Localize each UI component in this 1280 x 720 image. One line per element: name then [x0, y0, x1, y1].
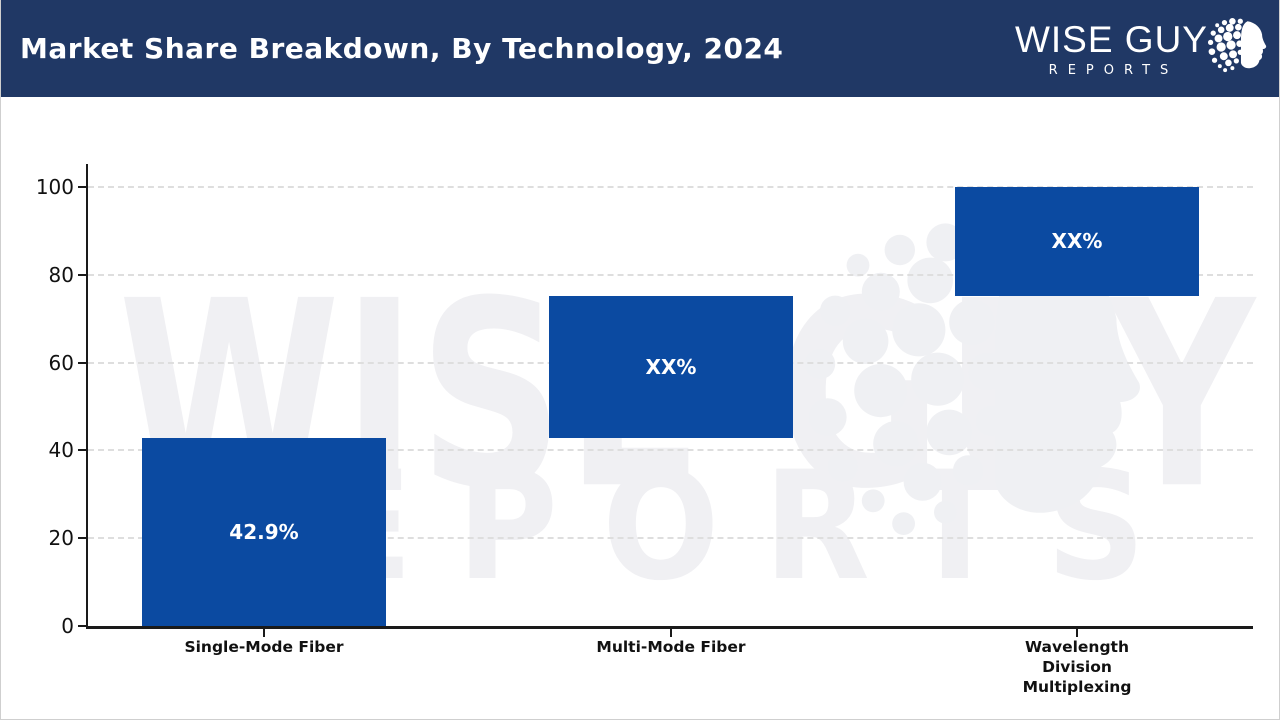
- x-tick-mark-2: [670, 629, 672, 637]
- bar-value-label-1: 42.9%: [229, 519, 299, 544]
- bar-value-label-2: XX%: [645, 354, 697, 379]
- logo-brand-name: WISE GUY: [1014, 18, 1208, 60]
- x-category-label-3: Wavelength Division Multiplexing: [917, 637, 1237, 697]
- y-tick-mark-100: [78, 186, 86, 188]
- y-tick-label-20: 20: [48, 526, 74, 551]
- x-category-label-2: Multi-Mode Fiber: [511, 637, 831, 657]
- x-tick-mark-1: [263, 629, 265, 637]
- x-category-label-line: Multiplexing: [1022, 678, 1132, 696]
- y-axis-line: [86, 164, 88, 628]
- x-category-label-line: Division: [1042, 658, 1112, 676]
- y-tick-mark-0: [78, 625, 86, 627]
- y-tick-mark-20: [78, 537, 86, 540]
- chart-title: Market Share Breakdown, By Technology, 2…: [20, 32, 784, 65]
- gridline-40: [88, 449, 1253, 452]
- x-category-label-line: Wavelength: [1024, 638, 1130, 656]
- gridline-80: [88, 273, 1253, 276]
- logo-text: WISE GUY REPORTS: [1015, 21, 1208, 77]
- y-tick-label-60: 60: [48, 350, 74, 375]
- y-tick-mark-80: [78, 273, 86, 276]
- y-tick-mark-60: [78, 361, 86, 364]
- wise-guy-reports-logo: WISE GUY REPORTS: [1015, 0, 1270, 97]
- x-category-label-1: Single-Mode Fiber: [104, 637, 424, 657]
- gridline-20: [88, 537, 1253, 540]
- header-banner: Market Share Breakdown, By Technology, 2…: [0, 0, 1280, 97]
- bar-2: [549, 295, 793, 438]
- bar-1: [142, 437, 386, 626]
- y-tick-label-40: 40: [48, 438, 74, 463]
- y-tick-mark-40: [78, 449, 86, 452]
- logo-brand-subtitle: REPORTS: [1048, 62, 1179, 78]
- y-tick-label-80: 80: [48, 262, 74, 287]
- x-category-label-line: Single-Mode Fiber: [184, 638, 344, 656]
- x-axis-line: [86, 626, 1253, 629]
- gridline-100: [88, 186, 1253, 188]
- bar-value-label-3: XX%: [1051, 229, 1103, 254]
- x-category-label-line: Multi-Mode Fiber: [596, 638, 746, 656]
- logo-face-icon: [1207, 17, 1267, 72]
- bar-3: [955, 187, 1199, 296]
- x-tick-mark-3: [1076, 629, 1078, 637]
- y-tick-label-0: 0: [61, 614, 74, 638]
- y-tick-label-100: 100: [35, 175, 74, 199]
